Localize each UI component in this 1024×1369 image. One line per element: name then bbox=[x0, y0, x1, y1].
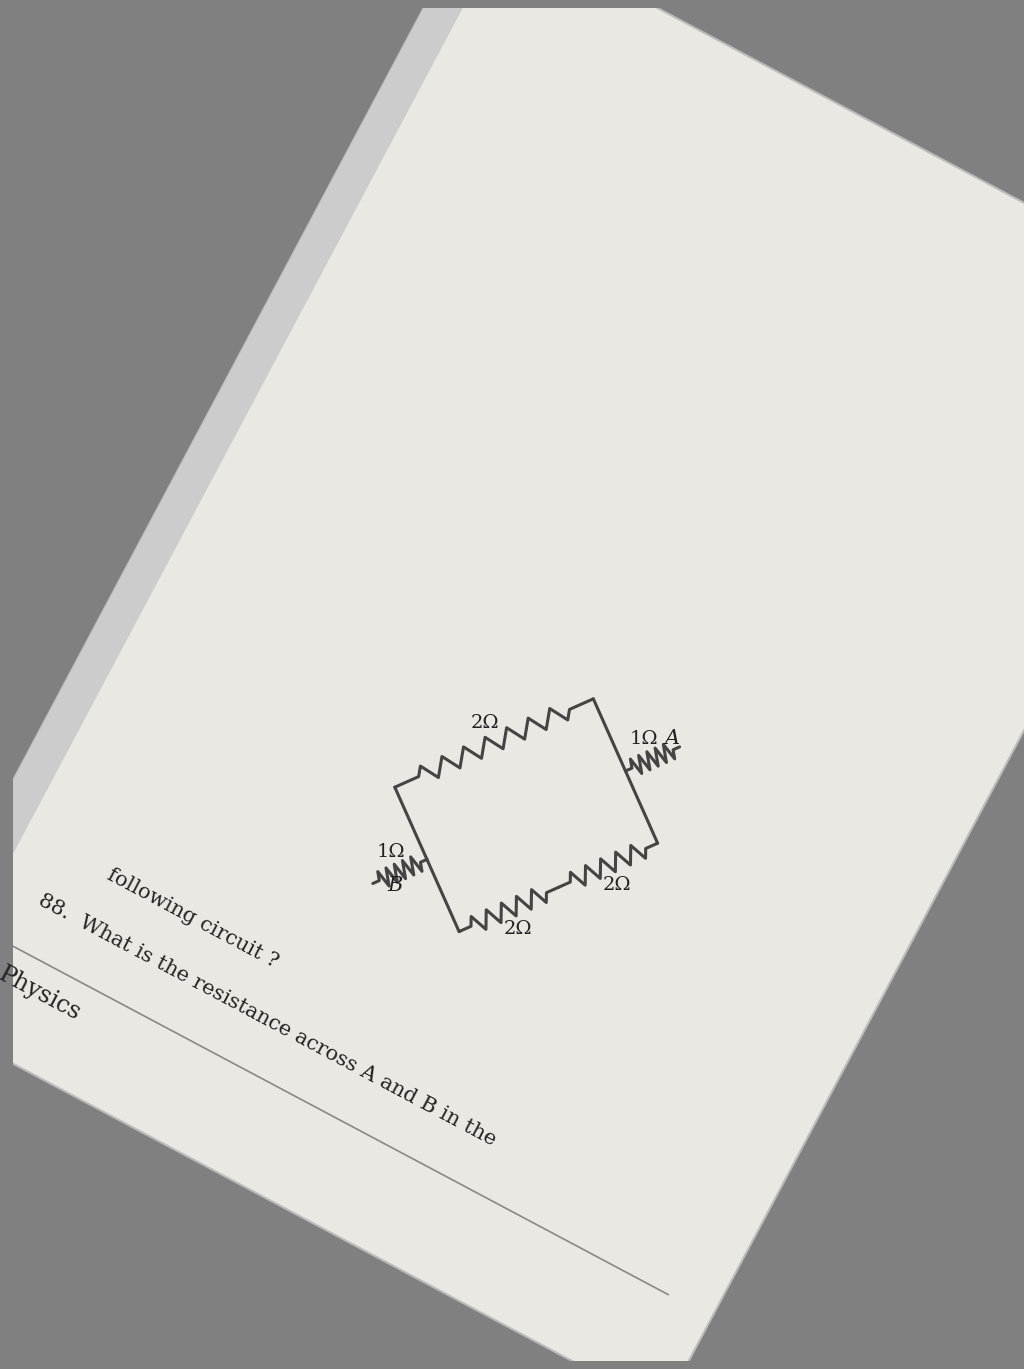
Text: following circuit ?: following circuit ? bbox=[104, 865, 282, 972]
Text: Physics: Physics bbox=[0, 962, 85, 1025]
Text: 1Ω: 1Ω bbox=[630, 730, 658, 747]
Text: 1Ω: 1Ω bbox=[377, 842, 406, 861]
Text: 2Ω: 2Ω bbox=[503, 920, 531, 938]
Text: 88.  What is the resistance across A and B in the: 88. What is the resistance across A and … bbox=[35, 890, 500, 1149]
Text: B: B bbox=[387, 876, 402, 895]
Text: A: A bbox=[665, 730, 679, 747]
Polygon shape bbox=[0, 0, 506, 1017]
Text: 2Ω: 2Ω bbox=[602, 876, 631, 894]
Text: 2Ω: 2Ω bbox=[471, 715, 500, 732]
